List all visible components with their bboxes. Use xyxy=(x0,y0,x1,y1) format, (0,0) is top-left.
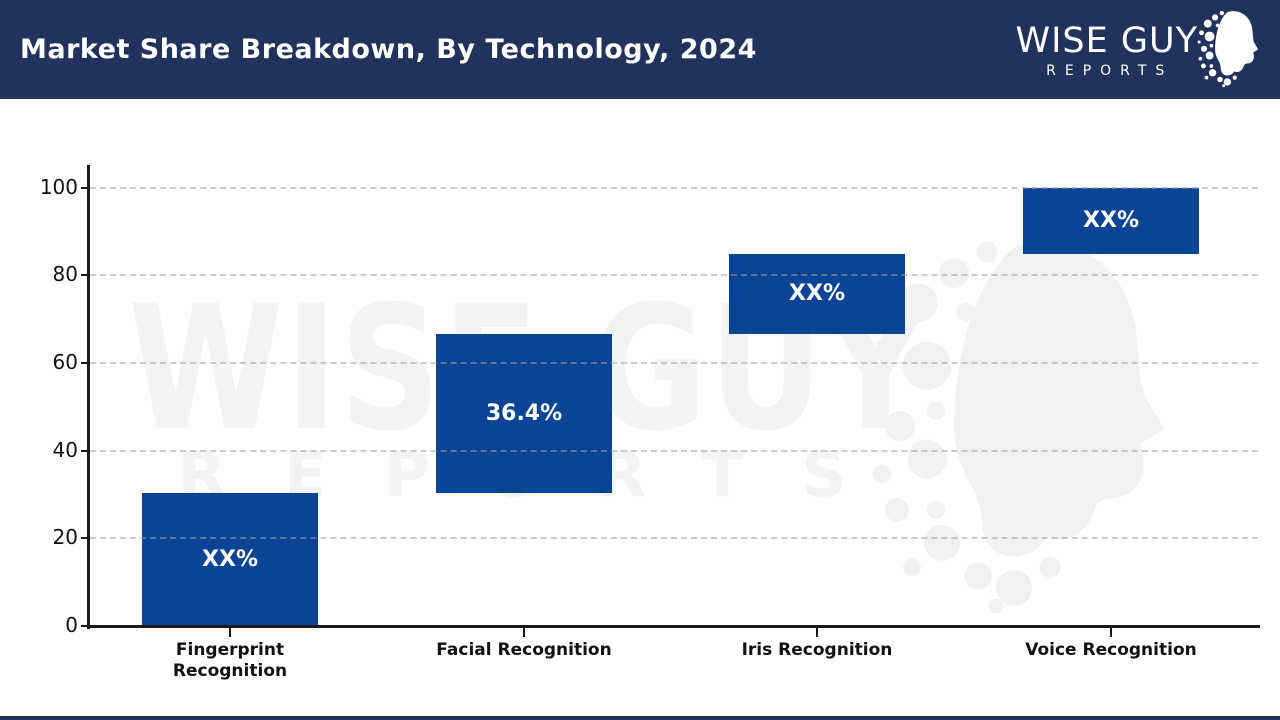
x-tick-mark-3 xyxy=(1110,628,1112,637)
y-tick-mark-80 xyxy=(81,274,90,277)
x-category-label-line: Facial Recognition xyxy=(436,640,612,660)
y-tick-mark-0 xyxy=(81,625,90,627)
y-tick-label-80: 80 xyxy=(52,262,78,287)
x-category-label-line: Iris Recognition xyxy=(741,640,893,660)
bar-value-label: XX% xyxy=(202,547,258,573)
y-axis-line xyxy=(87,165,90,629)
bar-value-label: 36.4% xyxy=(485,400,563,426)
x-category-label-line: Voice Recognition xyxy=(1025,640,1197,660)
y-tick-label-60: 60 xyxy=(52,349,78,374)
x-axis-line xyxy=(87,625,1260,628)
y-tick-label-100: 100 xyxy=(39,174,78,199)
gridline-20 xyxy=(90,537,1258,540)
x-category-label-2: Iris Recognition xyxy=(687,640,947,661)
bar-fingerprint-recognition: XX% xyxy=(142,493,318,626)
gridline-60 xyxy=(90,361,1258,364)
x-category-label-line: Fingerprint xyxy=(175,640,285,660)
bar-facial-recognition: 36.4% xyxy=(436,333,612,494)
header-bar: Market Share Breakdown, By Technology, 2… xyxy=(0,0,1280,99)
x-tick-mark-2 xyxy=(816,628,818,637)
bar-value-label: XX% xyxy=(789,281,845,307)
y-tick-label-0: 0 xyxy=(65,613,78,637)
gridline-40 xyxy=(90,449,1258,452)
x-tick-mark-1 xyxy=(523,628,525,637)
x-tick-mark-0 xyxy=(229,628,231,637)
logo-wordmark: WISE GUY REPORTS xyxy=(1015,21,1198,79)
x-category-label-line: Recognition xyxy=(172,661,288,681)
y-tick-mark-100 xyxy=(81,186,90,189)
x-category-label-1: Facial Recognition xyxy=(394,640,654,661)
bar-iris-recognition: XX% xyxy=(729,253,905,334)
y-tick-label-20: 20 xyxy=(52,525,78,550)
logo-wordmark-main: WISE GUY xyxy=(1015,21,1198,61)
gridline-80 xyxy=(90,274,1258,277)
logo-wordmark-sub: REPORTS xyxy=(1046,63,1174,79)
y-tick-label-40: 40 xyxy=(52,437,78,462)
x-category-label-0: Fingerprint Recognition xyxy=(100,640,360,682)
gridline-100 xyxy=(90,186,1258,189)
footer-bar xyxy=(0,716,1280,720)
page-title: Market Share Breakdown, By Technology, 2… xyxy=(20,34,757,65)
bar-value-label: XX% xyxy=(1083,208,1139,234)
wise-guy-logo: WISE GUY REPORTS xyxy=(1015,6,1264,94)
y-tick-mark-60 xyxy=(81,361,90,364)
y-tick-mark-20 xyxy=(81,537,90,540)
x-category-label-3: Voice Recognition xyxy=(981,640,1241,661)
bar-voice-recognition: XX% xyxy=(1023,187,1199,254)
y-tick-mark-40 xyxy=(81,449,90,452)
